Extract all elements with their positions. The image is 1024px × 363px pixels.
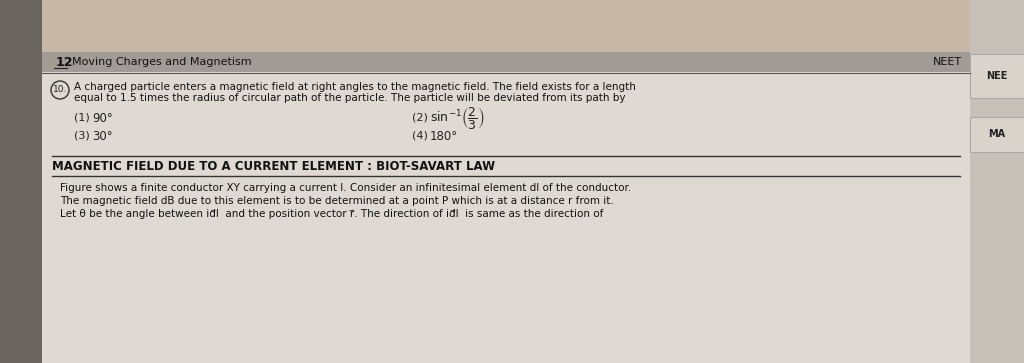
Text: 180°: 180° — [430, 130, 458, 143]
FancyBboxPatch shape — [42, 52, 970, 72]
Text: (4): (4) — [412, 131, 428, 141]
Text: 90°: 90° — [92, 111, 113, 125]
Text: (3): (3) — [74, 131, 90, 141]
Text: $\sin^{-1}\!\left(\dfrac{2}{3}\right)$: $\sin^{-1}\!\left(\dfrac{2}{3}\right)$ — [430, 105, 484, 131]
Text: (2): (2) — [412, 113, 428, 123]
FancyBboxPatch shape — [0, 0, 42, 363]
Text: The magnetic field dB due to this element is to be determined at a point P which: The magnetic field dB due to this elemen… — [60, 196, 613, 206]
FancyBboxPatch shape — [970, 54, 1024, 98]
Text: Let θ be the angle between id⃗l  and the position vector r⃗. The direction of id: Let θ be the angle between id⃗l and the … — [60, 209, 603, 219]
Text: MA: MA — [988, 129, 1006, 139]
Text: (1): (1) — [74, 113, 90, 123]
Text: equal to 1.5 times the radius of circular path of the particle. The particle wil: equal to 1.5 times the radius of circula… — [74, 93, 626, 103]
Text: 12: 12 — [56, 56, 74, 69]
FancyBboxPatch shape — [970, 0, 1024, 363]
FancyBboxPatch shape — [970, 117, 1024, 152]
FancyBboxPatch shape — [42, 52, 970, 363]
Text: NEET: NEET — [933, 57, 962, 67]
Text: Moving Charges and Magnetism: Moving Charges and Magnetism — [72, 57, 252, 67]
Text: NEE: NEE — [986, 71, 1008, 81]
FancyBboxPatch shape — [42, 0, 970, 52]
Text: A charged particle enters a magnetic field at right angles to the magnetic field: A charged particle enters a magnetic fie… — [74, 82, 636, 92]
Text: 10.: 10. — [53, 86, 68, 94]
Text: MAGNETIC FIELD DUE TO A CURRENT ELEMENT : BIOT-SAVART LAW: MAGNETIC FIELD DUE TO A CURRENT ELEMENT … — [52, 160, 496, 174]
Text: Figure shows a finite conductor XY carrying a current I. Consider an infinitesim: Figure shows a finite conductor XY carry… — [60, 183, 631, 193]
Text: 30°: 30° — [92, 130, 113, 143]
